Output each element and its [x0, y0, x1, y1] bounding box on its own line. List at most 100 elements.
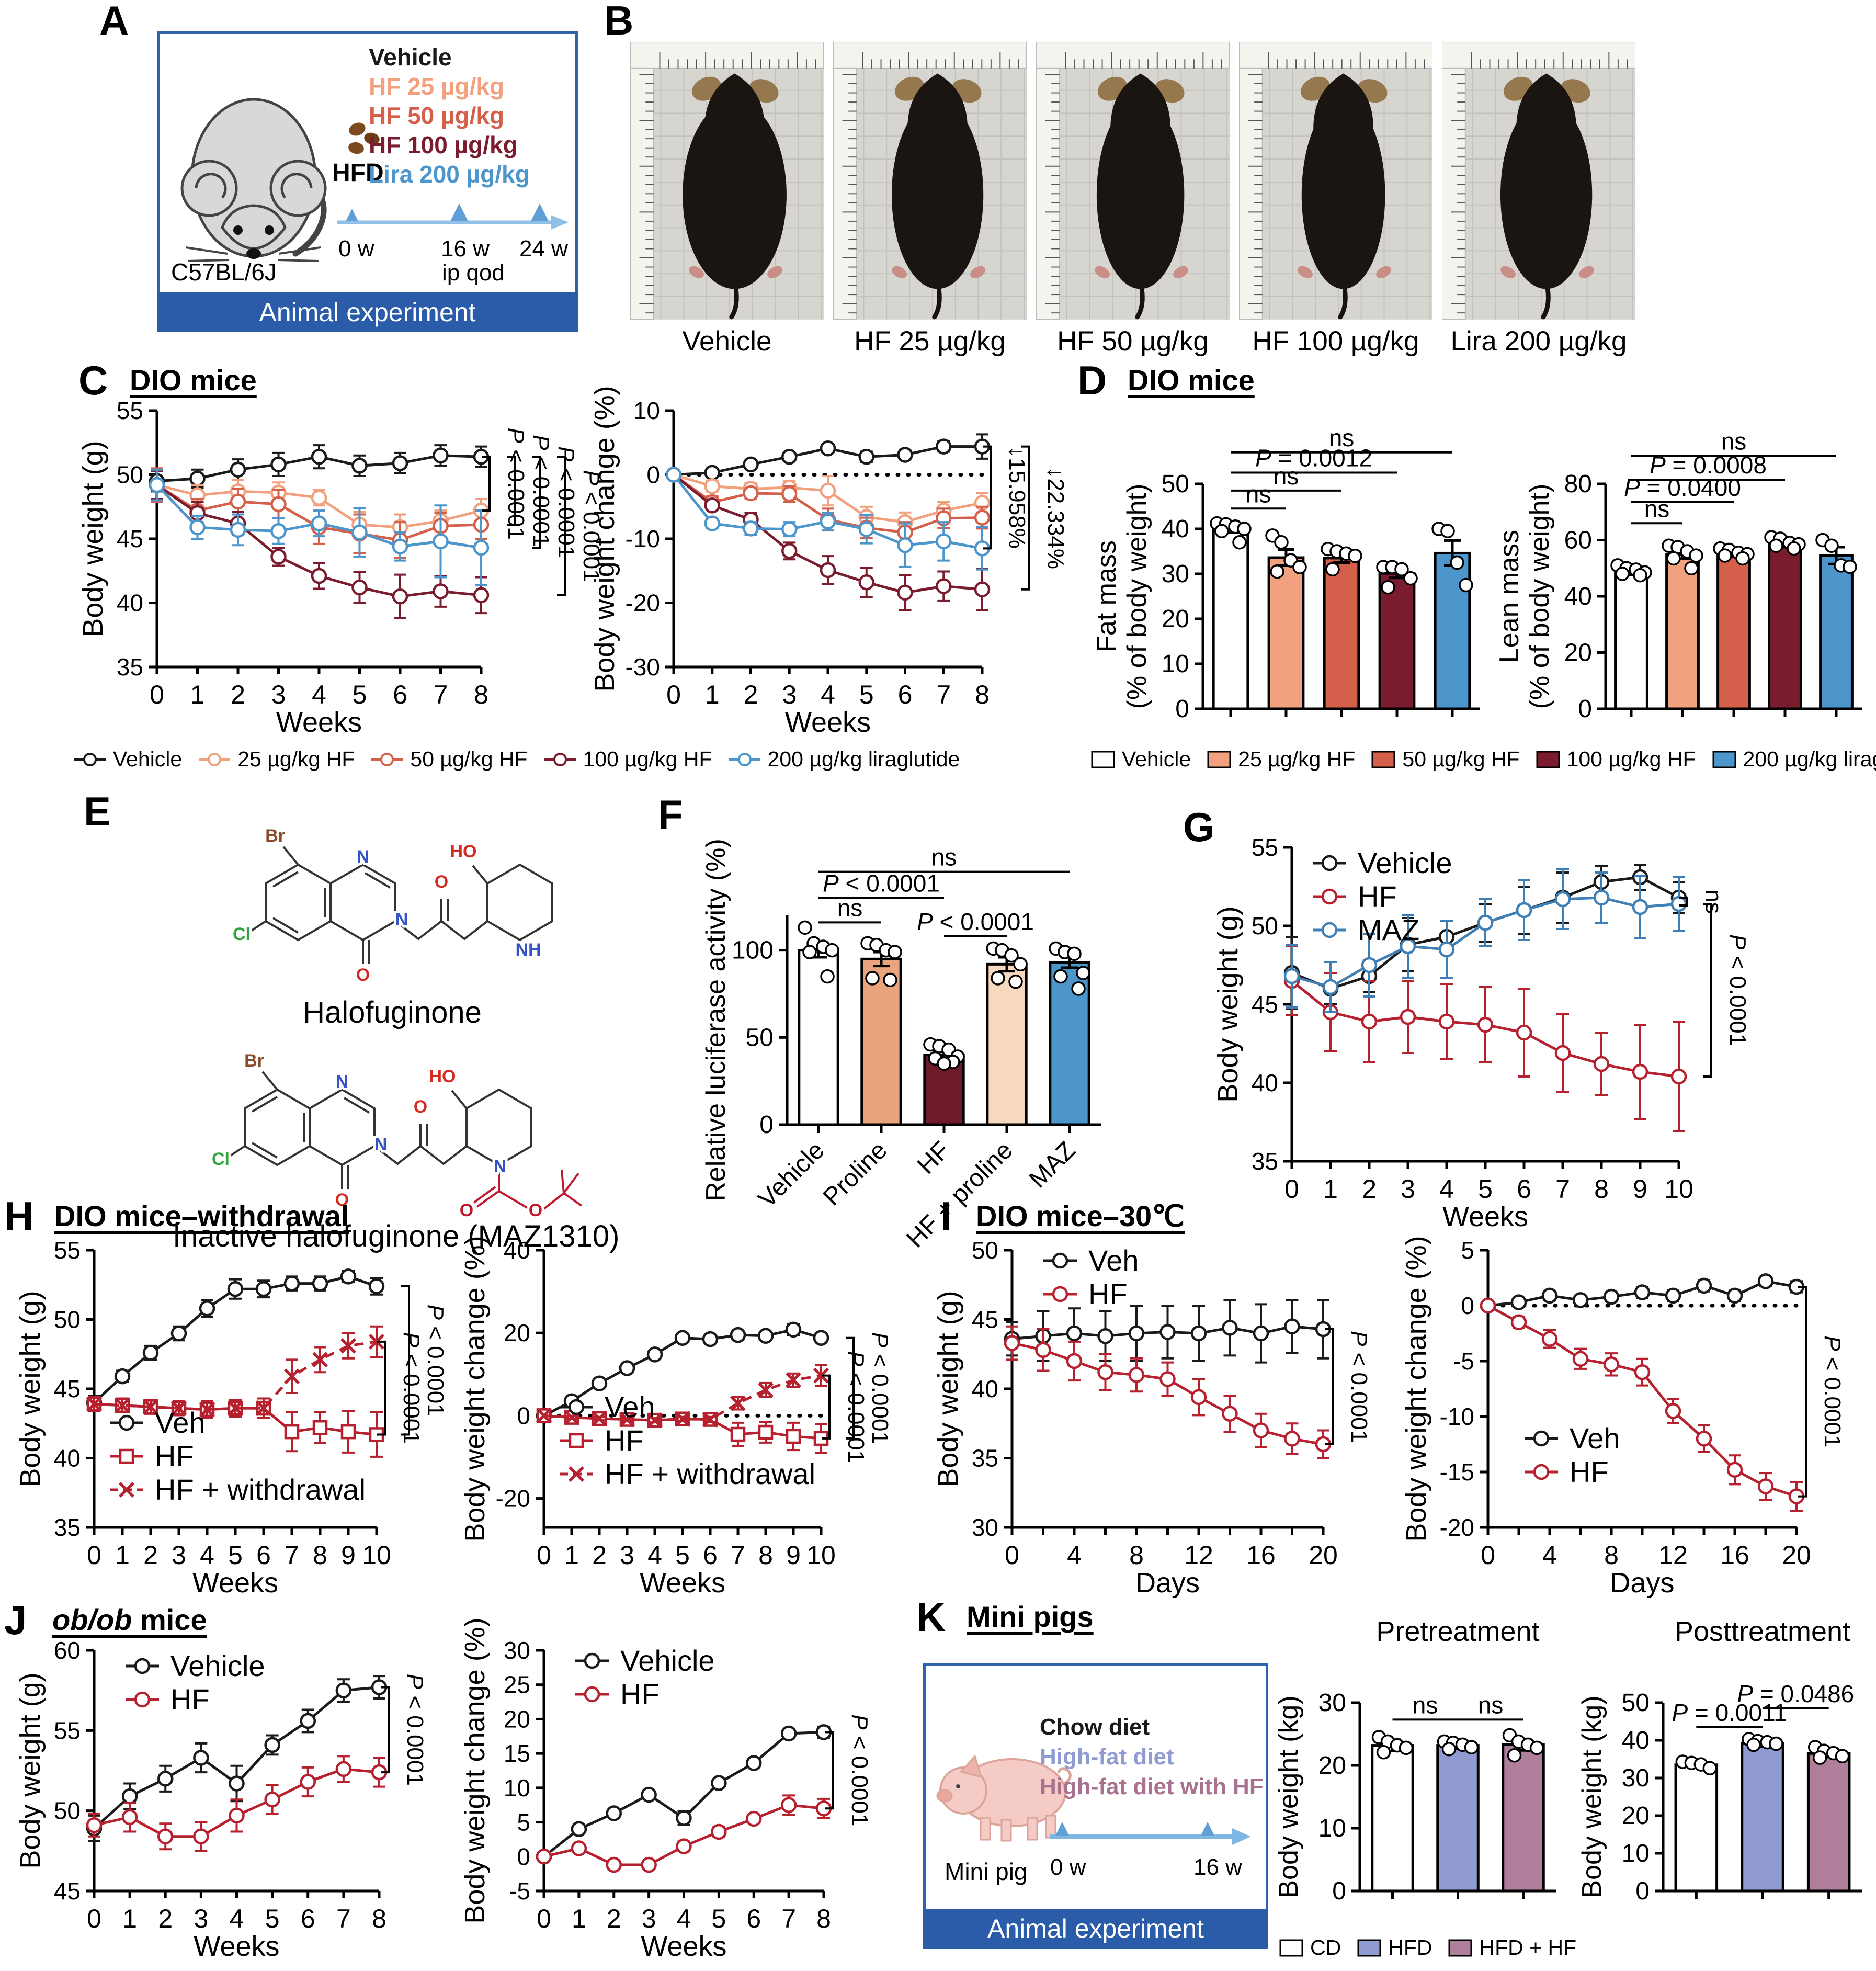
- mouse-photo-image: [630, 41, 824, 320]
- svg-text:Posttreatment: Posttreatment: [1675, 1616, 1850, 1647]
- svg-text:50: 50: [746, 1024, 774, 1051]
- svg-text:100: 100: [732, 937, 774, 965]
- svg-text:ns: ns: [1329, 424, 1355, 451]
- bond-lines: [249, 846, 553, 964]
- svg-text:15: 15: [504, 1740, 530, 1767]
- svg-text:35: 35: [972, 1445, 998, 1472]
- svg-text:10: 10: [1318, 1815, 1346, 1842]
- atom-label: Br: [265, 826, 285, 846]
- svg-text:1: 1: [564, 1540, 579, 1570]
- svg-text:4: 4: [312, 680, 326, 709]
- chart-withdrawal-body-weight-change: -20 0 20 40 0 1 2 3 4 5 6 7 8 9 10 Weeks Body weight cha…: [459, 1234, 902, 1608]
- legend-swatch: [199, 752, 231, 766]
- svg-text:Lean mass: Lean mass: [1494, 530, 1525, 663]
- svg-text:↓22.334%: ↓22.334%: [1043, 467, 1068, 569]
- svg-text:HF: HF: [1358, 880, 1397, 913]
- svg-text:5: 5: [265, 1904, 280, 1933]
- svg-text:60: 60: [54, 1637, 81, 1664]
- svg-text:6: 6: [1517, 1174, 1531, 1204]
- chart-dio-body-weight: 35 40 45 50 55 0 1 2 3 4 5 6 7 8 Weeks Body weight (g) P…: [77, 395, 604, 748]
- svg-text:P < 0.0001: P < 0.0001: [843, 1351, 869, 1463]
- svg-text:0: 0: [1461, 1292, 1474, 1319]
- svg-text:45: 45: [54, 1375, 81, 1402]
- legend-label: CD: [1310, 1935, 1341, 1959]
- chart-maz-body-weight: 35 40 45 50 55 0 1 2 3 4 5 6 7 8 9 10 Weeks Body weight (…: [1212, 832, 1768, 1242]
- treatment-label: Vehicle: [369, 43, 452, 71]
- svg-text:7: 7: [285, 1540, 299, 1570]
- mouse-photo: Vehicle: [630, 41, 824, 357]
- svg-text:55: 55: [1252, 834, 1278, 861]
- legend-pig-groups: CD HFD HFD + HF: [1279, 1935, 1592, 1960]
- svg-text:50: 50: [54, 1306, 81, 1333]
- legend-label: Vehicle: [113, 747, 183, 771]
- timeline-arrow: [337, 203, 569, 230]
- svg-text:P < 0.0001: P < 0.0001: [578, 470, 604, 582]
- svg-text:10: 10: [504, 1774, 530, 1802]
- svg-text:Fat mass: Fat mass: [1092, 540, 1122, 652]
- legend-swatch: [544, 752, 576, 766]
- chart-30c-body-weight: 30 35 40 45 50 0 4 8 12 16 20 Days Body weight (g) Ve…: [933, 1234, 1399, 1608]
- svg-text:30: 30: [504, 1637, 530, 1664]
- svg-text:0: 0: [666, 680, 681, 709]
- minipig-label: Mini pig: [945, 1858, 1028, 1885]
- timeline-24w: 24 w: [519, 236, 568, 262]
- svg-text:10: 10: [1664, 1174, 1693, 1204]
- svg-text:10: 10: [362, 1540, 391, 1570]
- legend-item: 100 µg/kg HF: [1536, 747, 1696, 772]
- svg-text:Veh: Veh: [1570, 1422, 1620, 1455]
- svg-text:4: 4: [821, 680, 835, 709]
- legend-swatch: [1371, 751, 1395, 768]
- svg-text:4: 4: [677, 1904, 691, 1933]
- svg-text:40: 40: [1252, 1069, 1278, 1096]
- svg-text:20: 20: [1318, 1752, 1346, 1780]
- svg-text:-10: -10: [1440, 1403, 1474, 1430]
- svg-text:40: 40: [117, 590, 143, 617]
- svg-text:55: 55: [117, 397, 143, 424]
- legend-item: HFD + HF: [1448, 1935, 1576, 1960]
- diet-list: Chow diet High-fat diet High-fat diet with…: [1040, 1712, 1264, 1802]
- svg-text:ns: ns: [1478, 1691, 1504, 1718]
- legend-item: 25 µg/kg HF: [1207, 747, 1355, 772]
- svg-text:5: 5: [517, 1809, 530, 1836]
- svg-text:20: 20: [504, 1705, 530, 1732]
- experiment-diagram-minipigs: Chow diet High-fat diet High-fat diet with…: [923, 1663, 1268, 1949]
- svg-text:Vehicle: Vehicle: [753, 1136, 830, 1213]
- svg-text:7: 7: [336, 1904, 351, 1933]
- svg-text:50: 50: [1162, 470, 1189, 498]
- svg-text:40: 40: [972, 1375, 998, 1402]
- svg-text:ns: ns: [1413, 1691, 1438, 1718]
- legend-swatch: [1536, 751, 1560, 768]
- svg-text:10: 10: [806, 1540, 836, 1570]
- legend-label: 50 µg/kg HF: [1402, 747, 1520, 771]
- mouse-photo-row: Vehicle HF 25 µg/kg HF 50 µg/kg HF 100 µg/k…: [630, 41, 1636, 357]
- svg-text:3: 3: [172, 1540, 186, 1570]
- svg-text:8: 8: [372, 1904, 386, 1933]
- banner-animal-experiment-pigs: Animal experiment: [923, 1909, 1268, 1949]
- pig-timeline-arrow: [1050, 1822, 1251, 1845]
- svg-text:P < 0.0001: P < 0.0001: [553, 446, 579, 558]
- svg-text:ns: ns: [1644, 495, 1670, 522]
- svg-text:Body weight change (%): Body weight change (%): [459, 1617, 491, 1923]
- strain-label: C57BL/6J: [171, 258, 277, 286]
- svg-text:Weeks: Weeks: [640, 1567, 725, 1599]
- svg-text:P < 0.0001: P < 0.0001: [399, 1332, 424, 1444]
- svg-text:P = 0.0012: P = 0.0012: [1255, 445, 1372, 472]
- svg-text:16: 16: [1246, 1540, 1276, 1570]
- legend-label: HFD: [1388, 1935, 1432, 1959]
- atom-label: Cl: [233, 924, 251, 944]
- panel-c-title: DIO mice: [130, 364, 257, 397]
- chart-obob-body-weight: 45 50 55 60 0 1 2 3 4 5 6 7 8 Weeks Body weight (g) Veh…: [15, 1635, 458, 1971]
- svg-text:Vehicle: Vehicle: [170, 1649, 265, 1682]
- treatment-label: Lira 200 µg/kg: [369, 161, 530, 188]
- svg-text:Days: Days: [1135, 1567, 1200, 1599]
- legend-bar-groups: Vehicle 25 µg/kg HF 50 µg/kg HF 100 µg/kg H…: [1090, 747, 1876, 772]
- svg-text:10: 10: [1162, 650, 1189, 678]
- svg-text:4: 4: [647, 1540, 662, 1570]
- svg-text:8: 8: [816, 1904, 831, 1933]
- atom-label: O: [529, 1200, 542, 1220]
- panel-d-title: DIO mice: [1128, 364, 1255, 397]
- pig-timeline-0w: 0 w: [1050, 1854, 1086, 1880]
- svg-text:30: 30: [1162, 560, 1189, 588]
